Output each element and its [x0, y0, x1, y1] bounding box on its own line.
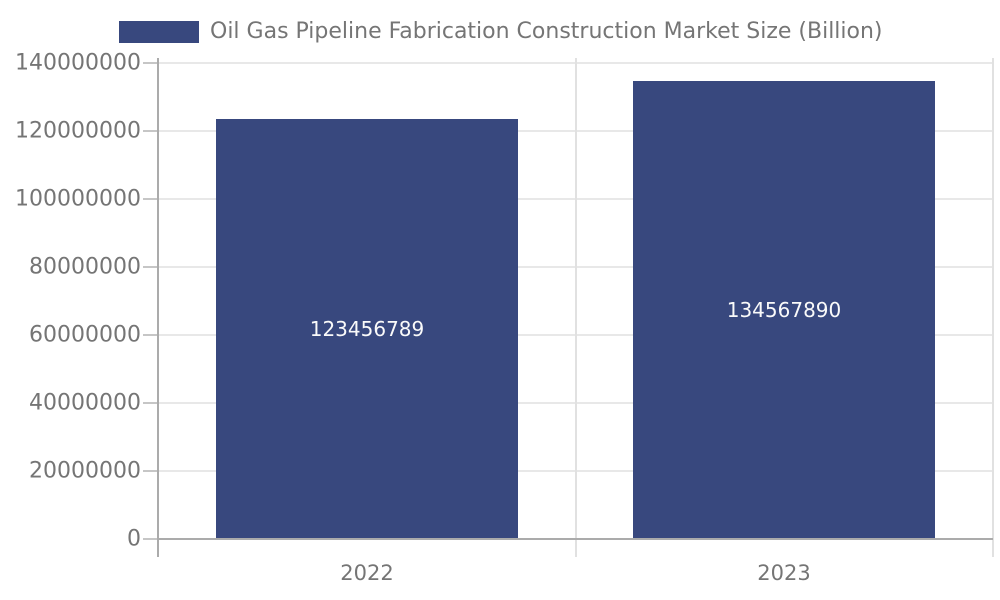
bar-2023[interactable] — [633, 81, 935, 539]
y-axis-tick-label: 20000000 — [29, 458, 141, 484]
y-axis-tick-label: 0 — [127, 526, 141, 552]
bar-value-label: 134567890 — [726, 298, 842, 322]
y-axis-tick-label: 60000000 — [29, 322, 141, 348]
y-axis-tick-label: 120000000 — [15, 118, 141, 144]
y-axis-tick — [143, 538, 158, 540]
y-axis-tick — [143, 198, 158, 200]
y-axis-tick — [143, 62, 158, 64]
legend-item[interactable]: Oil Gas Pipeline Fabrication Constructio… — [119, 20, 883, 44]
bar-value-label: 123456789 — [309, 317, 425, 341]
y-axis-tick — [143, 402, 158, 404]
y-axis-tick — [143, 334, 158, 336]
y-axis-tick-label: 140000000 — [15, 50, 141, 76]
y-axis-tick — [143, 266, 158, 268]
y-axis-line — [157, 58, 159, 557]
y-axis-tick-label: 100000000 — [15, 186, 141, 212]
legend-swatch — [119, 21, 199, 43]
y-axis-tick — [143, 130, 158, 132]
category-boundary-line — [575, 58, 577, 557]
legend-label: Oil Gas Pipeline Fabrication Constructio… — [210, 19, 883, 44]
bar-2022[interactable] — [216, 119, 518, 539]
y-axis-tick-label: 80000000 — [29, 254, 141, 280]
x-axis-line — [157, 538, 993, 540]
y-axis-tick — [143, 470, 158, 472]
category-boundary-line — [992, 58, 994, 557]
x-axis-tick-label: 2023 — [757, 561, 811, 585]
x-axis-tick-label: 2022 — [340, 561, 394, 585]
y-axis-tick-label: 40000000 — [29, 390, 141, 416]
